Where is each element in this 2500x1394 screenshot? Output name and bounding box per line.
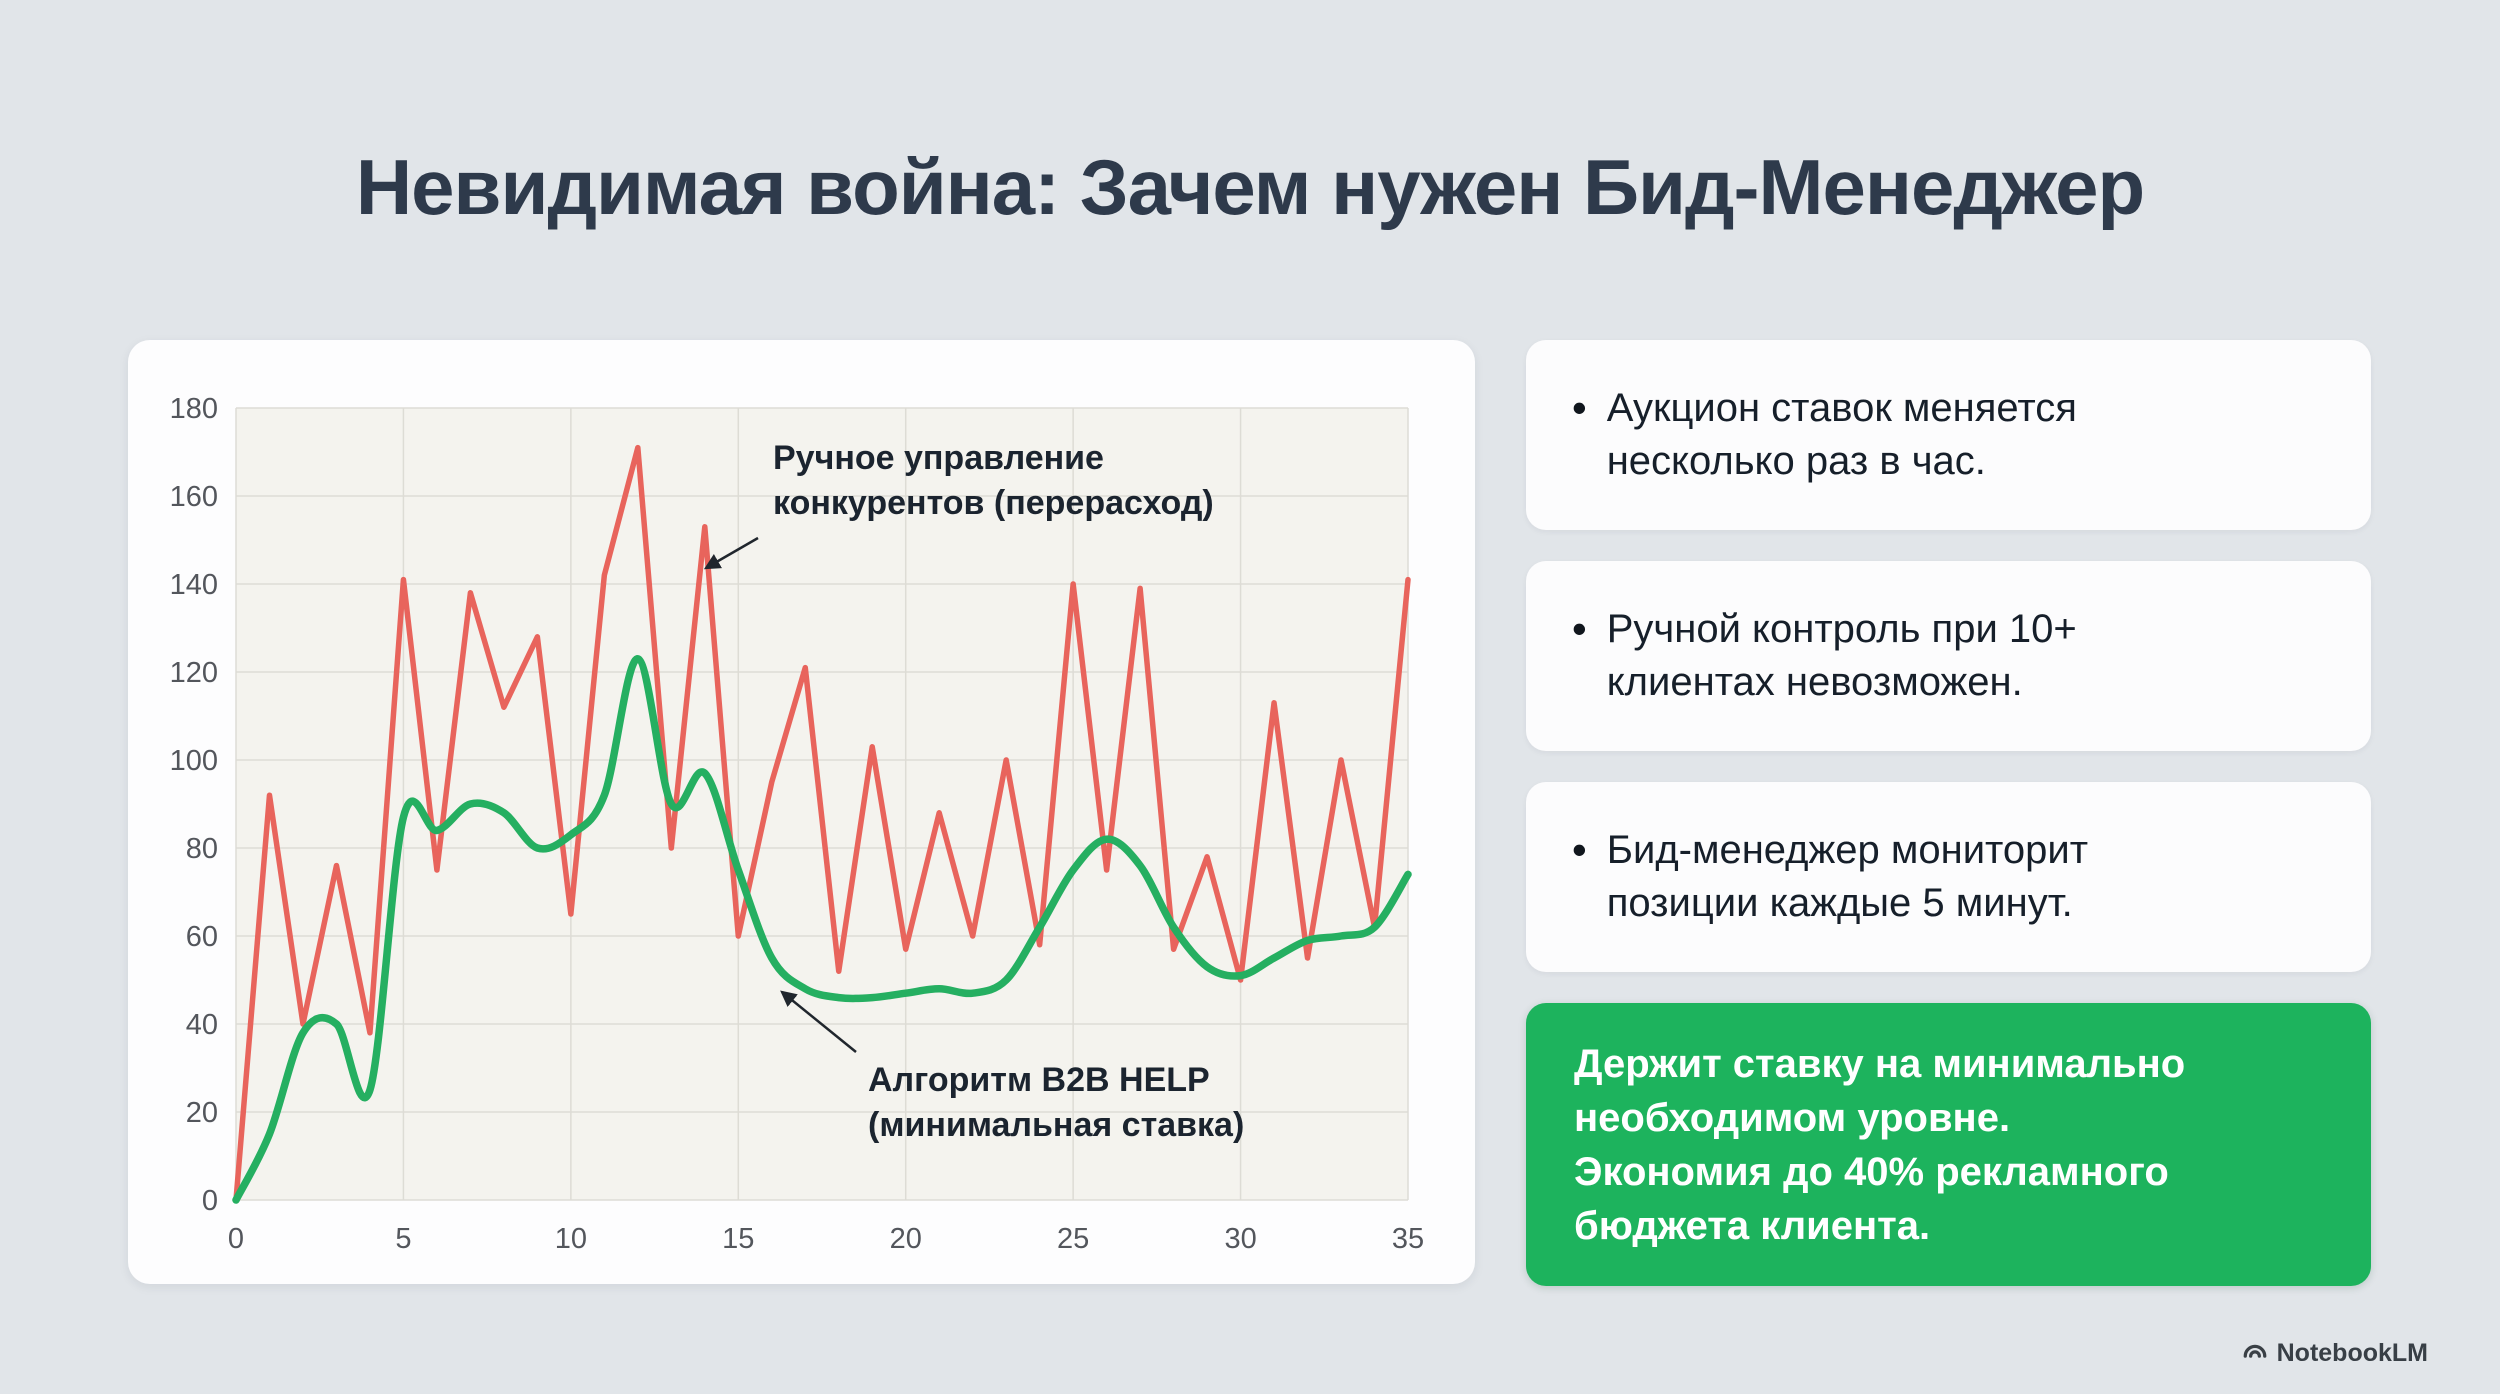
info-card-monitoring: • Бид-менеджер мониторит позиции каждые … bbox=[1526, 782, 2371, 972]
x-axis-tick-label: 35 bbox=[1392, 1223, 1424, 1255]
y-axis-tick-label: 40 bbox=[186, 1009, 218, 1041]
x-axis-tick-label: 15 bbox=[722, 1223, 754, 1255]
y-axis-tick-label: 180 bbox=[170, 393, 218, 425]
series-line bbox=[232, 655, 1412, 1204]
y-axis-tick-label: 20 bbox=[186, 1097, 218, 1129]
y-axis-tick-label: 60 bbox=[186, 921, 218, 953]
bullet-icon: • bbox=[1572, 826, 1587, 874]
info-card-manual-control: • Ручной контроль при 10+ клиентах невоз… bbox=[1526, 561, 2371, 751]
notebooklm-label: NotebookLM bbox=[2276, 1339, 2428, 1367]
notebooklm-icon bbox=[2243, 1344, 2266, 1358]
chart-annotation: Алгоритм B2B HELP (минимальная ставка) bbox=[868, 1061, 1245, 1144]
chart-annotation: Ручное управление конкурентов (перерасхо… bbox=[773, 439, 1214, 522]
info-column: • Аукцион ставок меняется несколько раз … bbox=[1526, 340, 2371, 1286]
x-axis-tick-label: 20 bbox=[890, 1223, 922, 1255]
bid-chart: 0 20 40 60 80 100 120 140 160 180 0 5 10 15 20 25 30 35 bbox=[170, 393, 1425, 1255]
chart-card: 0 20 40 60 80 100 120 140 160 180 0 5 10 15 20 25 30 35 Р… bbox=[128, 340, 1475, 1284]
info-card-auction: • Аукцион ставок меняется несколько раз … bbox=[1526, 340, 2371, 530]
y-axis-tick-label: 140 bbox=[170, 569, 218, 601]
bullet-icon: • bbox=[1572, 384, 1587, 432]
y-axis-tick-label: 0 bbox=[202, 1185, 218, 1217]
y-axis-tick-label: 160 bbox=[170, 481, 218, 513]
x-axis-tick-label: 5 bbox=[395, 1223, 411, 1255]
x-axis-tick-label: 0 bbox=[228, 1223, 244, 1255]
annotation-arrow bbox=[780, 990, 857, 1053]
highlight-card: Держит ставку на минимально необходимом … bbox=[1526, 1003, 2371, 1286]
y-axis-tick-label: 120 bbox=[170, 657, 218, 689]
info-card-text: Бид-менеджер мониторит позиции каждые 5 … bbox=[1606, 828, 2089, 925]
bullet-icon: • bbox=[1572, 605, 1587, 653]
annotation-arrow bbox=[703, 536, 759, 570]
info-card-text: Ручной контроль при 10+ клиентах невозмо… bbox=[1606, 607, 2077, 704]
info-card-text: Аукцион ставок меняется несколько раз в … bbox=[1606, 386, 2077, 483]
x-axis-tick-label: 25 bbox=[1057, 1223, 1089, 1255]
highlight-card-text: Держит ставку на минимально необходимом … bbox=[1574, 1041, 2186, 1248]
x-axis-tick-label: 30 bbox=[1224, 1223, 1256, 1255]
y-axis-tick-label: 100 bbox=[170, 745, 218, 777]
y-axis-tick-label: 80 bbox=[186, 833, 218, 865]
x-axis-tick-label: 10 bbox=[555, 1223, 587, 1255]
notebooklm-logo: NotebookLM bbox=[2242, 1339, 2428, 1368]
page-title: Невидимая война: Зачем нужен Бид-Менедже… bbox=[355, 143, 2145, 231]
